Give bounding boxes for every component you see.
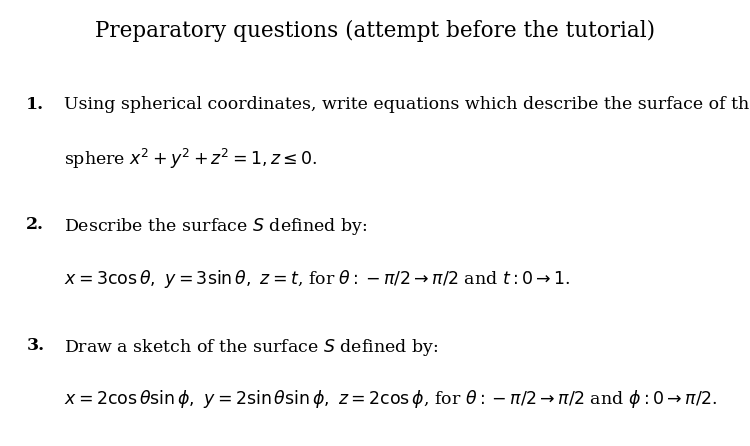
Text: Describe the surface $S$ defined by:: Describe the surface $S$ defined by: — [64, 216, 367, 237]
Text: sphere $x^2 + y^2 + z^2 = 1, z \leq 0$.: sphere $x^2 + y^2 + z^2 = 1, z \leq 0$. — [64, 147, 317, 171]
Text: 1.: 1. — [26, 96, 44, 113]
Text: Preparatory questions (attempt before the tutorial): Preparatory questions (attempt before th… — [95, 20, 655, 42]
Text: $x = 3\cos\theta,\ y = 3\sin\theta,\ z = t$, for $\theta : -\pi/2 \rightarrow \p: $x = 3\cos\theta,\ y = 3\sin\theta,\ z =… — [64, 268, 571, 289]
Text: 3.: 3. — [26, 337, 44, 354]
Text: $x = 2\cos\theta\sin\phi,\ y = 2\sin\theta\sin\phi,\ z = 2\cos\phi$, for $\theta: $x = 2\cos\theta\sin\phi,\ y = 2\sin\the… — [64, 388, 717, 410]
Text: Using spherical coordinates, write equations which describe the surface of the h: Using spherical coordinates, write equat… — [64, 96, 750, 113]
Text: Draw a sketch of the surface $S$ defined by:: Draw a sketch of the surface $S$ defined… — [64, 337, 438, 358]
Text: 2.: 2. — [26, 216, 44, 233]
